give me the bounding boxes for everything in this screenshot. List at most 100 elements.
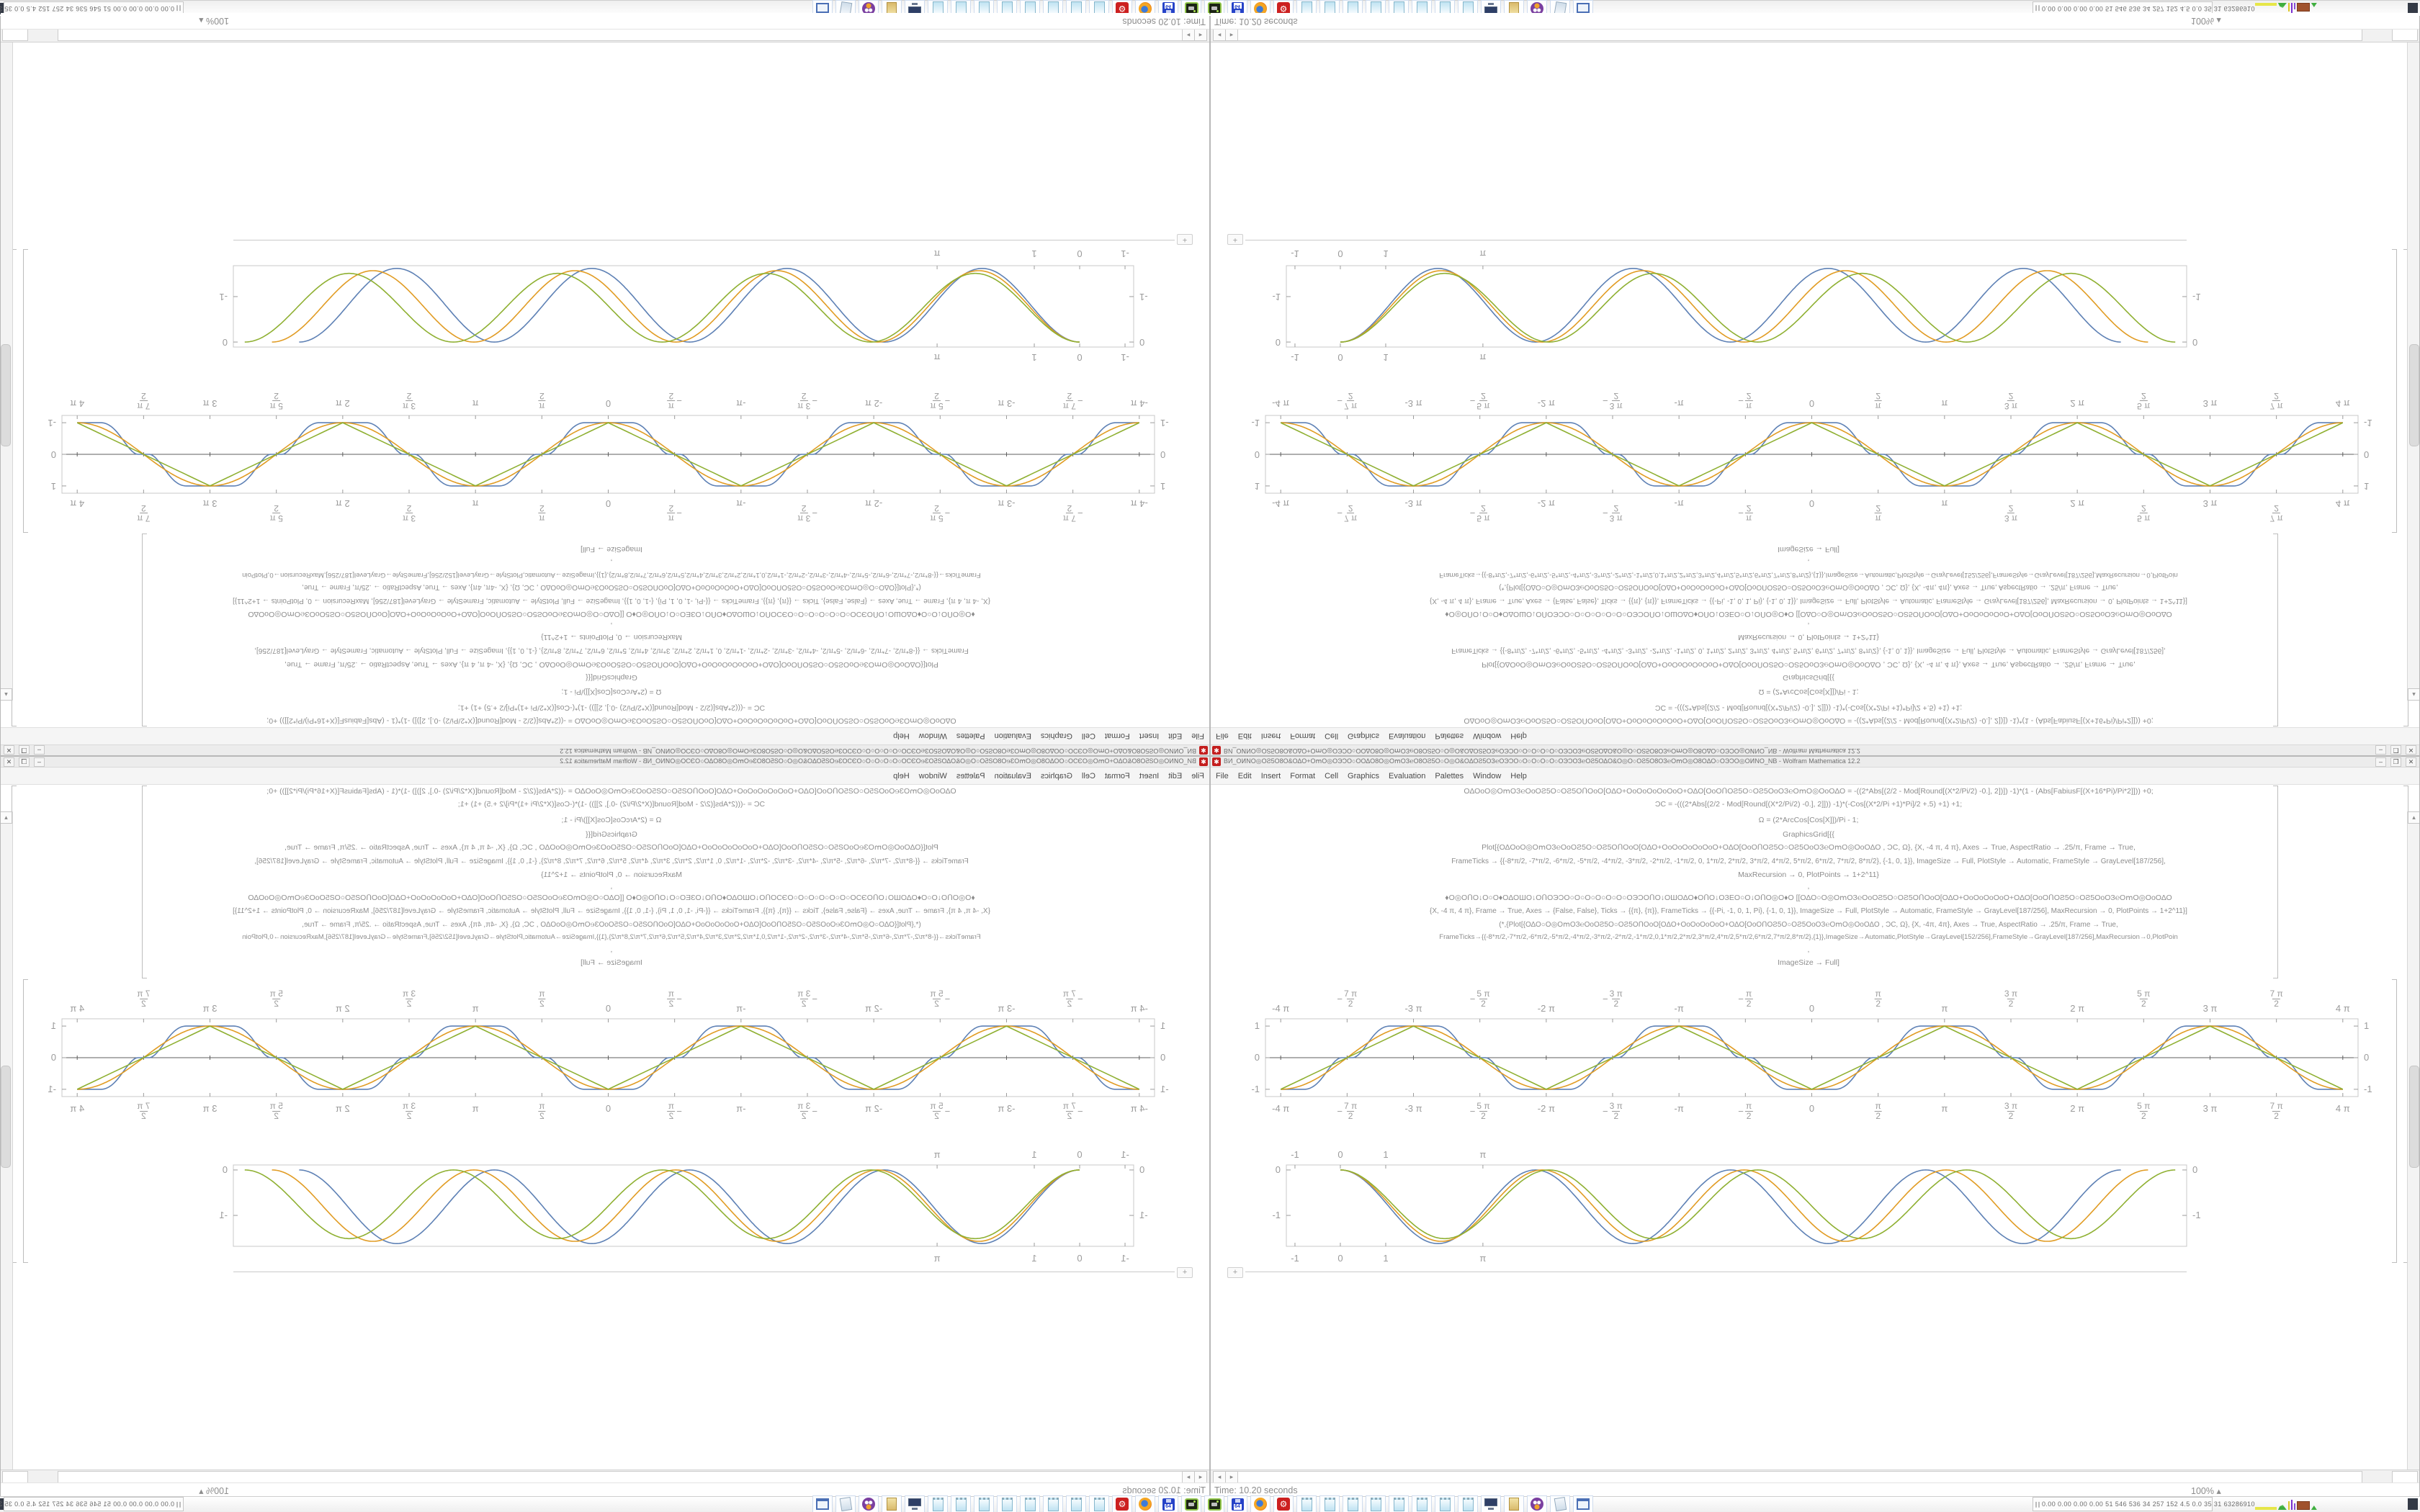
- taskbar-icon-greendev[interactable]: [1204, 1495, 1224, 1512]
- taskbar-icon-gear[interactable]: ⚙: [1112, 1495, 1132, 1512]
- scroll-up-button[interactable]: ▴: [2408, 688, 2419, 701]
- show-desktop-chip[interactable]: [2408, 1498, 2418, 1510]
- menu-item-evaluation[interactable]: Evaluation: [994, 771, 1031, 780]
- menu-item-window[interactable]: Window: [918, 732, 947, 741]
- scroll-right-button[interactable]: ▸: [1182, 1471, 1195, 1483]
- window-titlebar[interactable]: ✱ ВИ_ОͶNО◎ΟƧ5Ο8Ο&ΟΔΟ+ΟⅿΟ◎ΟЭϽΟ○ΟΟΔΟ8Ο◎ΟⅿΟЗ…: [1211, 744, 2419, 755]
- menu-item-cell[interactable]: Cell: [1325, 771, 1339, 780]
- taskbar-icon-notepad[interactable]: [1296, 1495, 1317, 1512]
- taskbar-icon-greendev[interactable]: [1181, 1495, 1201, 1512]
- menu-item-palettes[interactable]: Palettes: [1435, 771, 1464, 780]
- menu-item-help[interactable]: Help: [1510, 771, 1527, 780]
- vertical-scrollbar[interactable]: ▴▾: [2407, 811, 2419, 1470]
- menu-item-edit[interactable]: Edit: [1168, 732, 1183, 741]
- taskbar-icon-notepad[interactable]: [1458, 1495, 1478, 1512]
- scroll-left-button[interactable]: ◂: [1194, 29, 1207, 41]
- taskbar-icon-notepad[interactable]: [1435, 1495, 1455, 1512]
- horizontal-scroll-track[interactable]: [58, 1471, 1183, 1483]
- horizontal-scroll-track[interactable]: [1237, 1471, 2362, 1483]
- vertical-scroll-thumb[interactable]: [1, 1066, 11, 1168]
- magnification-control[interactable]: 100% ▴: [2191, 1485, 2221, 1496]
- scroll-left-button[interactable]: ◂: [1213, 29, 1226, 41]
- cell-bracket[interactable]: [23, 979, 28, 1263]
- menu-item-cell[interactable]: Cell: [1325, 732, 1339, 741]
- system-monitor-widget[interactable]: ∥∥ 0.00 0.00 0.00 0.00 51 546 536 34 257 …: [2033, 1497, 2317, 1511]
- cell-insert-plus-button[interactable]: +: [1227, 1267, 1243, 1278]
- menu-item-graphics[interactable]: Graphics: [1348, 732, 1380, 741]
- horizontal-scrollbar[interactable]: ◂ ▸: [1211, 1470, 2419, 1483]
- menu-item-help[interactable]: Help: [893, 732, 910, 741]
- horizontal-scrollbar[interactable]: ◂ ▸: [1, 29, 1209, 42]
- scroll-left-button[interactable]: ◂: [1194, 1471, 1207, 1483]
- taskbar-icon-notepad[interactable]: [1319, 1495, 1340, 1512]
- menu-item-insert[interactable]: Insert: [1260, 771, 1281, 780]
- menu-item-help[interactable]: Help: [893, 771, 910, 780]
- taskbar-icon-notepad[interactable]: [1366, 1495, 1386, 1512]
- magnification-control[interactable]: 100% ▴: [199, 16, 229, 27]
- taskbar-icon-monitor[interactable]: [905, 1495, 925, 1512]
- magnification-control[interactable]: 100% ▴: [2191, 16, 2221, 27]
- vertical-scroll-thumb[interactable]: [2409, 1066, 2419, 1168]
- taskbar-icon-notepad[interactable]: [928, 1495, 948, 1512]
- menu-item-format[interactable]: Format: [1290, 732, 1316, 741]
- menu-item-format[interactable]: Format: [1104, 732, 1130, 741]
- taskbar-icon-scroll[interactable]: [835, 1495, 856, 1512]
- close-button[interactable]: ✕: [4, 745, 14, 755]
- horizontal-scrollbar[interactable]: ◂ ▸: [1211, 29, 2419, 42]
- menu-item-file[interactable]: File: [1216, 771, 1229, 780]
- taskbar-icon-floppy[interactable]: 64: [1227, 1495, 1247, 1512]
- taskbar-icon-notepad[interactable]: [1343, 1495, 1363, 1512]
- window-titlebar[interactable]: ✱ ВИ_ОͶNО◎ΟƧ5Ο8Ο&ΟΔΟ+ΟⅿΟ◎ΟЭϽΟ○ΟΟΔΟ8Ο◎ΟⅿΟЗ…: [1211, 757, 2419, 768]
- menu-item-graphics[interactable]: Graphics: [1040, 732, 1072, 741]
- window-titlebar[interactable]: ✱ ВИ_ОͶNО◎ΟƧ5Ο8Ο&ΟΔΟ+ΟⅿΟ◎ΟЭϽΟ○ΟΟΔΟ8Ο◎ΟⅿΟЗ…: [1, 757, 1209, 768]
- taskbar-icon-notepad[interactable]: [1020, 1495, 1040, 1512]
- taskbar-icon-notepad[interactable]: [997, 1495, 1017, 1512]
- taskbar-icon-notepad[interactable]: [951, 1495, 971, 1512]
- notebook-content[interactable]: ΟΔΟοΟ◎ΟⅿΟЗ℮ΟоΟƧ5Ο○ΟƧ5ΟՈΟоΟ[ΟΔΟ+ΟоΟоΟоΟоΟ…: [1211, 785, 2419, 1470]
- menu-item-evaluation[interactable]: Evaluation: [1389, 771, 1426, 780]
- cell-bracket[interactable]: [23, 249, 28, 533]
- menu-item-edit[interactable]: Edit: [1237, 771, 1252, 780]
- taskbar-icon-notepad[interactable]: [1089, 1495, 1109, 1512]
- scroll-up-button[interactable]: ▴: [2408, 811, 2419, 824]
- menu-item-graphics[interactable]: Graphics: [1348, 771, 1380, 780]
- taskbar-icon-owl[interactable]: [1527, 1495, 1547, 1512]
- restore-button[interactable]: ❐: [2390, 745, 2401, 755]
- taskbar-icon-monitor[interactable]: [1481, 1495, 1501, 1512]
- taskbar-icon-firefox[interactable]: [1135, 1495, 1155, 1512]
- taskbar-icon-owl[interactable]: [859, 1495, 879, 1512]
- cell-insert-plus-button[interactable]: +: [1177, 1267, 1193, 1278]
- minimize-button[interactable]: –: [34, 757, 45, 767]
- close-button[interactable]: ✕: [4, 757, 14, 767]
- menu-item-evaluation[interactable]: Evaluation: [1389, 732, 1426, 741]
- cell-bracket[interactable]: [2273, 534, 2278, 726]
- restore-button[interactable]: ❐: [19, 757, 30, 767]
- vertical-scroll-thumb[interactable]: [2409, 344, 2419, 446]
- scroll-right-button[interactable]: ▸: [1225, 29, 1238, 41]
- scroll-right-button[interactable]: ▸: [1225, 1471, 1238, 1483]
- taskbar-icon-notepad[interactable]: [1066, 1495, 1086, 1512]
- menu-item-cell[interactable]: Cell: [1081, 771, 1095, 780]
- minimize-button[interactable]: –: [34, 745, 45, 755]
- taskbar-icon-floppy[interactable]: 64: [1158, 1495, 1178, 1512]
- close-button[interactable]: ✕: [2406, 757, 2416, 767]
- cell-bracket[interactable]: [2273, 786, 2278, 978]
- cell-bracket[interactable]: [142, 534, 147, 726]
- taskbar-icon-window[interactable]: [812, 1495, 833, 1512]
- taskbar-icon-folder[interactable]: [882, 1495, 902, 1512]
- taskbar-icon-window[interactable]: [1573, 1495, 1593, 1512]
- cell-insert-plus-button[interactable]: +: [1177, 234, 1193, 245]
- cell-bracket[interactable]: [142, 786, 147, 978]
- menu-item-insert[interactable]: Insert: [1260, 732, 1281, 741]
- menu-item-palettes[interactable]: Palettes: [956, 732, 985, 741]
- menu-item-format[interactable]: Format: [1104, 771, 1130, 780]
- vertical-scrollbar[interactable]: ▴▾: [2407, 42, 2419, 701]
- notebook-content[interactable]: ΟΔΟοΟ◎ΟⅿΟЗ℮ΟоΟƧ5Ο○ΟƧ5ΟՈΟоΟ[ΟΔΟ+ΟоΟоΟоΟоΟ…: [1, 42, 1209, 727]
- menu-item-edit[interactable]: Edit: [1168, 771, 1183, 780]
- taskbar-icon-notepad[interactable]: [1043, 1495, 1063, 1512]
- menu-item-window[interactable]: Window: [1473, 732, 1502, 741]
- scroll-up-button[interactable]: ▴: [1, 811, 12, 824]
- menu-item-file[interactable]: File: [1191, 732, 1204, 741]
- minimize-button[interactable]: –: [2375, 745, 2386, 755]
- taskbar-icon-notepad[interactable]: [1389, 1495, 1409, 1512]
